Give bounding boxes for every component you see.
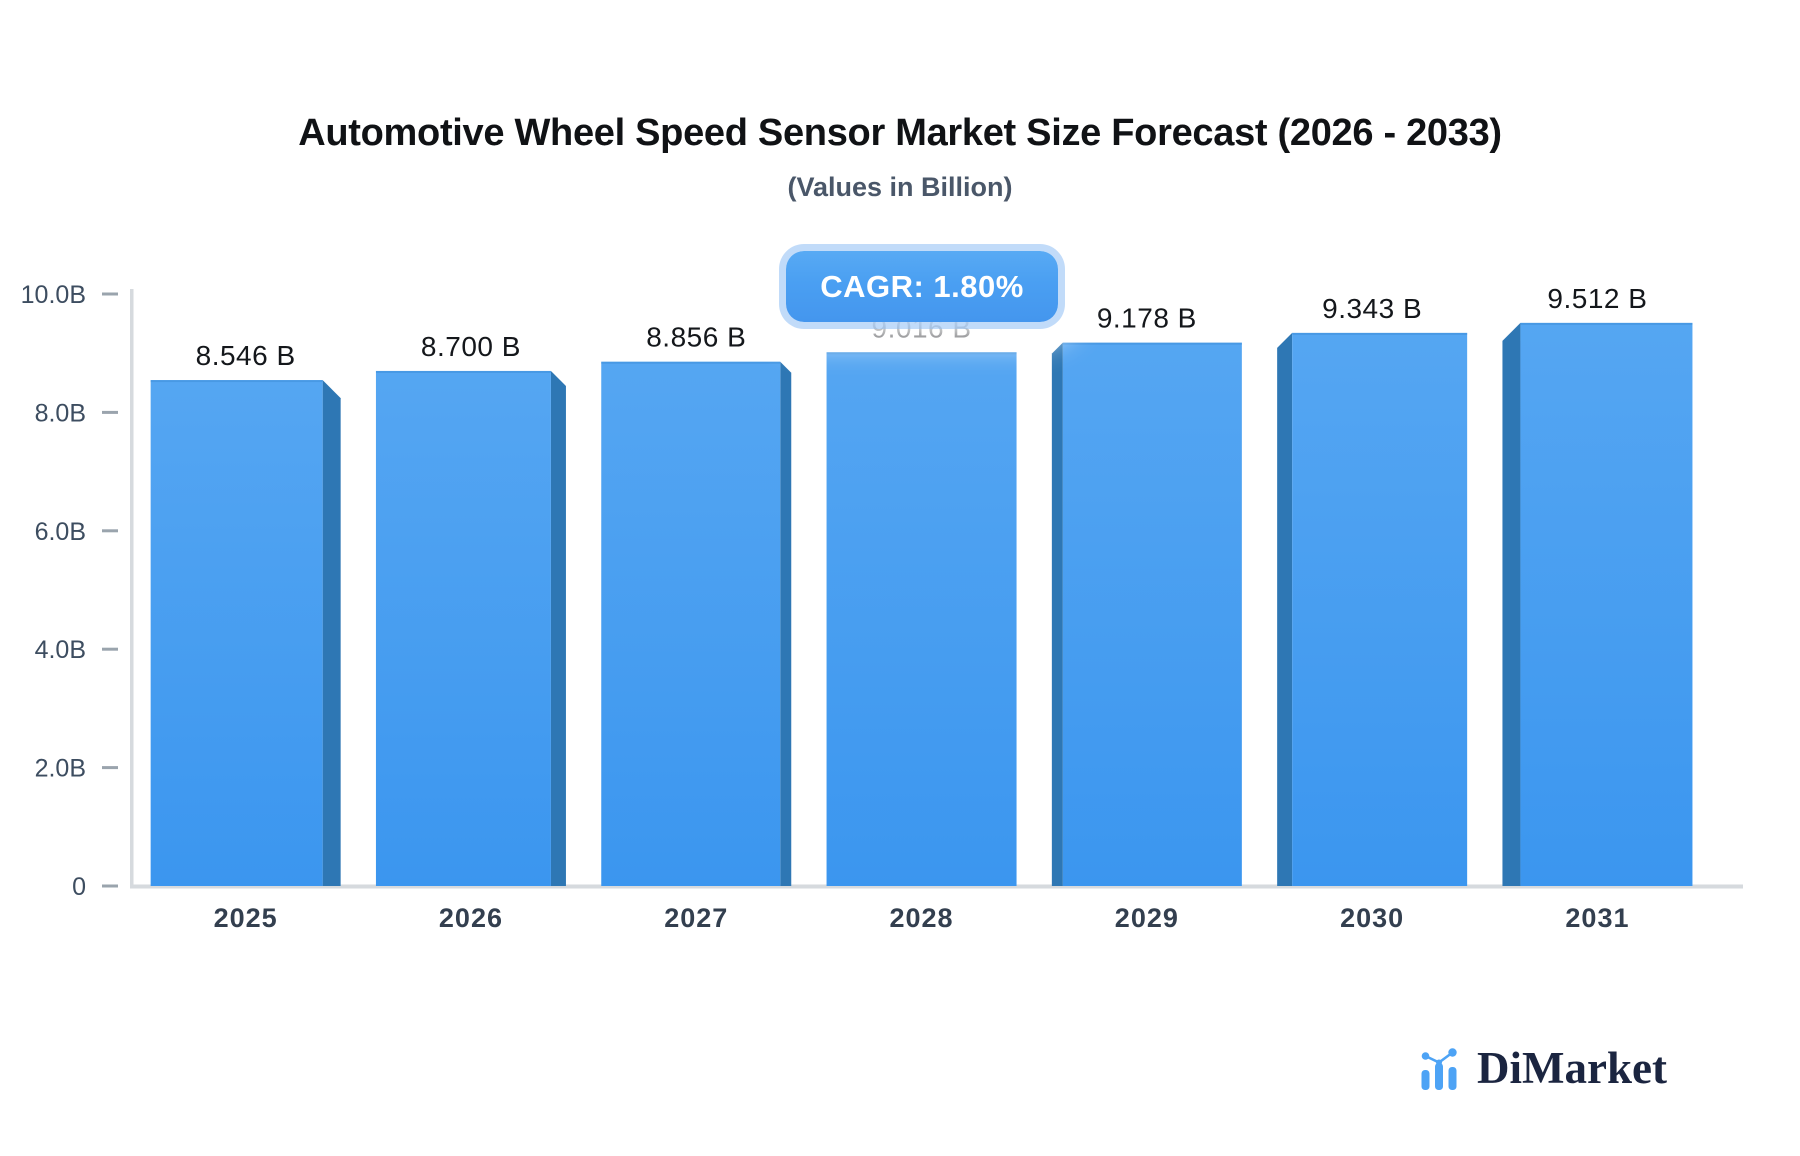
y-tick-label: 4.0B — [35, 636, 86, 664]
y-tick — [102, 529, 118, 533]
bar-group — [150, 380, 341, 886]
bar-top-edge — [826, 352, 1017, 355]
y-tick-label: 8.0B — [35, 399, 86, 427]
bar-side-face — [1277, 332, 1293, 886]
chart-subtitle: (Values in Billion) — [787, 172, 1013, 202]
y-tick — [102, 292, 118, 296]
bar — [150, 380, 323, 886]
cagr-badge-label: CAGR: 1.80% — [820, 268, 1024, 304]
brand-logo: DiMarket — [1420, 1042, 1667, 1093]
x-axis-label: 2029 — [1115, 903, 1179, 933]
bar-value-label: 8.856 B — [646, 322, 746, 353]
bar-group — [601, 361, 792, 886]
bar-top-edge — [1292, 332, 1468, 335]
bar-side-face — [1502, 322, 1521, 886]
bar-value-label: 9.512 B — [1547, 283, 1647, 314]
bar-top-edge — [150, 380, 323, 383]
x-axis-label: 2028 — [890, 903, 954, 933]
bar-top-edge — [601, 361, 781, 364]
y-tick — [102, 884, 118, 888]
brand-name: DiMarket — [1477, 1043, 1667, 1093]
cagr-badge: CAGR: 1.80% — [786, 251, 1058, 322]
y-tick — [102, 647, 118, 651]
y-tick-label: 6.0B — [35, 518, 86, 546]
bar-side-face — [550, 370, 566, 887]
bar-value-label: 8.700 B — [421, 331, 521, 362]
bar-group — [1051, 342, 1242, 886]
x-axis-line — [130, 884, 1743, 889]
x-axis-label: 2025 — [214, 903, 278, 933]
bar-value-label: 9.178 B — [1097, 303, 1197, 334]
bar-top-edge — [1062, 342, 1242, 345]
y-tick — [102, 410, 118, 414]
x-axis-label: 2031 — [1565, 903, 1629, 933]
brand-chart-icon — [1421, 1048, 1457, 1090]
bar — [375, 370, 551, 887]
bar-side-face — [322, 380, 341, 886]
bar-group — [1502, 322, 1693, 886]
y-tick-label: 2.0B — [35, 755, 86, 783]
bar-group — [826, 352, 1017, 886]
bar — [826, 352, 1017, 886]
x-axis-label: 2026 — [439, 903, 503, 933]
bar-group — [375, 370, 566, 887]
y-tick-label: 0 — [72, 873, 86, 901]
bar-group — [1277, 332, 1468, 886]
bar-side-face — [780, 361, 792, 886]
y-tick-label: 10.0B — [21, 281, 86, 309]
bar-top-edge — [1520, 322, 1693, 325]
bar-value-label: 9.343 B — [1322, 293, 1422, 324]
chart-title: Automotive Wheel Speed Sensor Market Siz… — [298, 112, 1502, 154]
x-axis-label: 2027 — [664, 903, 728, 933]
bar-top-edge — [375, 370, 551, 373]
bar — [1062, 342, 1242, 886]
y-axis-line — [130, 289, 134, 886]
bar-value-label: 8.546 B — [196, 340, 296, 371]
x-axis-label: 2030 — [1340, 903, 1404, 933]
bar — [601, 361, 781, 886]
bar — [1292, 332, 1468, 886]
y-tick — [102, 766, 118, 770]
bar-side-face — [1051, 342, 1063, 886]
bar — [1520, 322, 1693, 886]
